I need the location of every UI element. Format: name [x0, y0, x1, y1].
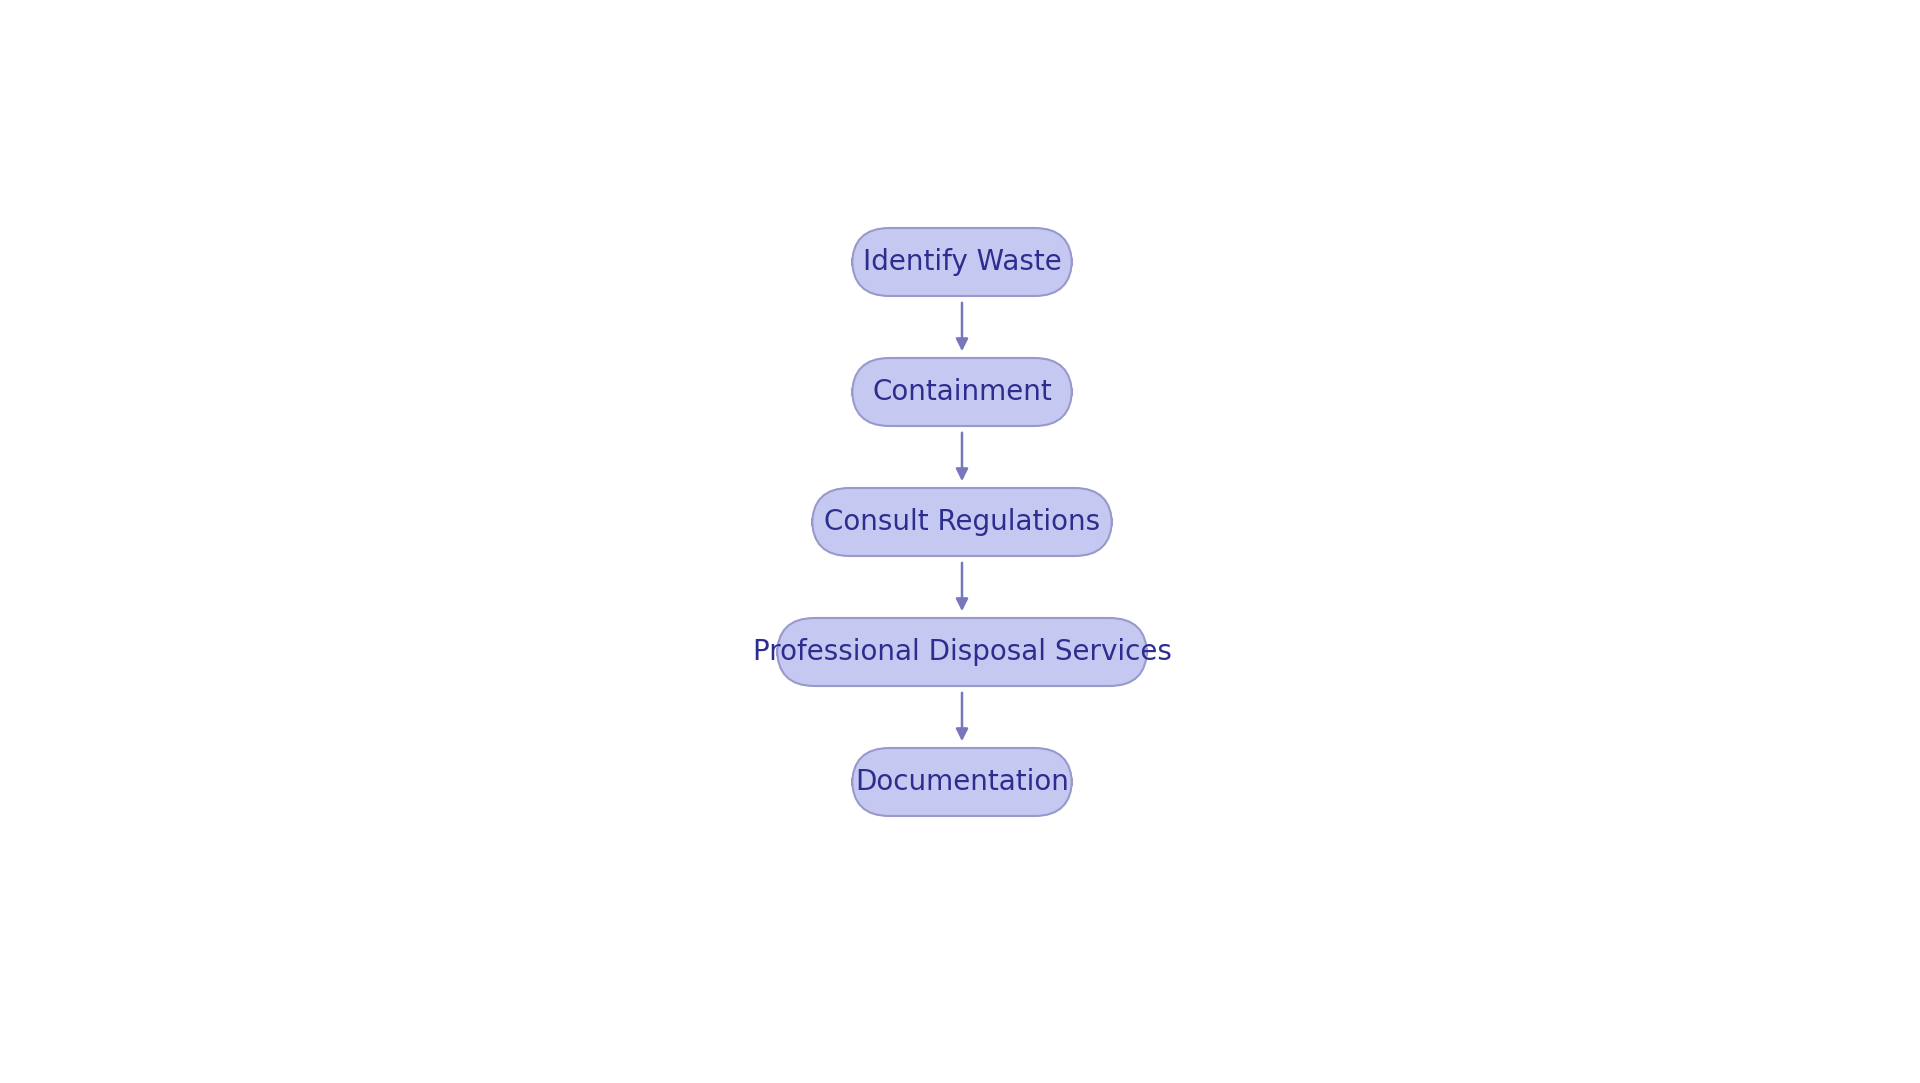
Text: Identify Waste: Identify Waste — [862, 248, 1062, 276]
FancyBboxPatch shape — [852, 748, 1071, 815]
Text: Professional Disposal Services: Professional Disposal Services — [753, 638, 1171, 666]
FancyBboxPatch shape — [852, 229, 1071, 296]
Text: Documentation: Documentation — [854, 768, 1069, 796]
Text: Consult Regulations: Consult Regulations — [824, 508, 1100, 536]
Text: Containment: Containment — [872, 378, 1052, 406]
FancyBboxPatch shape — [778, 618, 1146, 686]
FancyBboxPatch shape — [812, 488, 1112, 556]
FancyBboxPatch shape — [852, 358, 1071, 426]
